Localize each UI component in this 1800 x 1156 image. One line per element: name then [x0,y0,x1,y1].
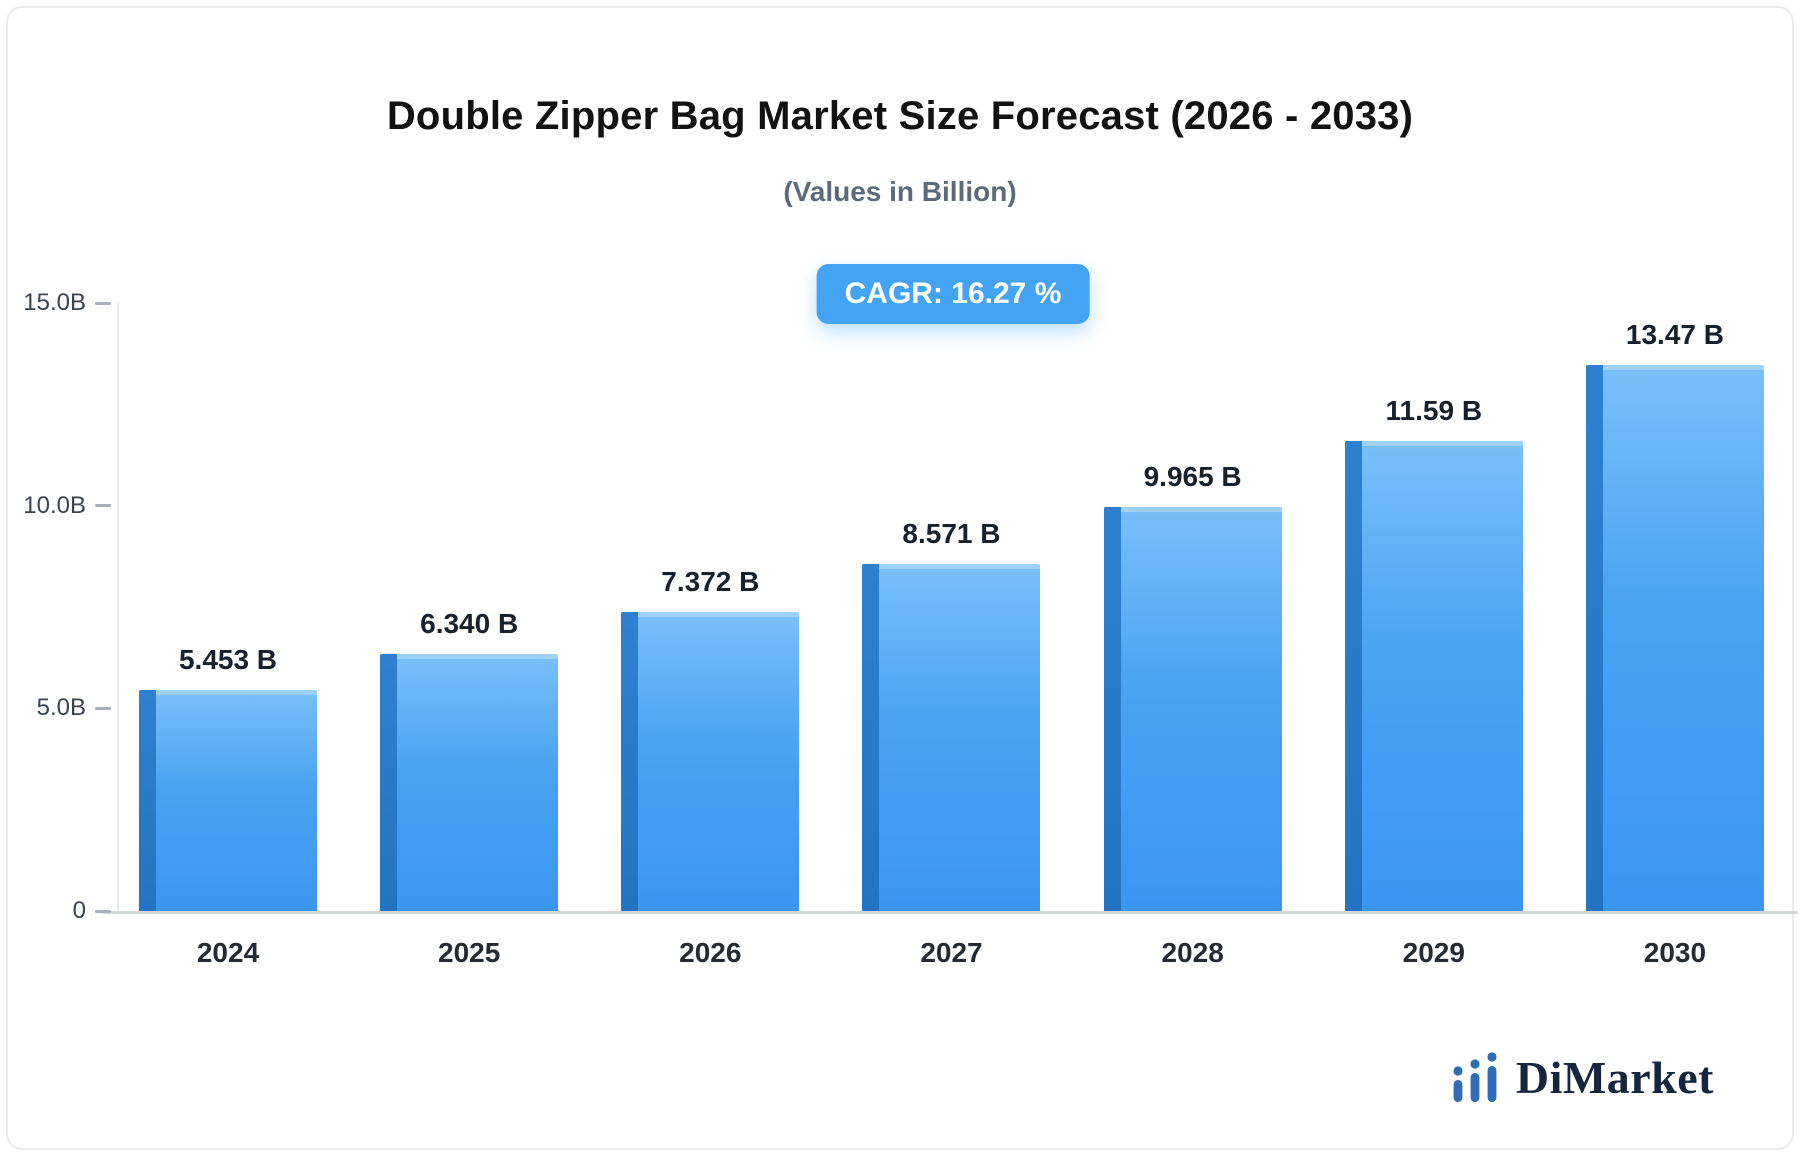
bar-group-2024: 5.453 B 2024 [139,644,317,968]
bar-group-2028: 9.965 B 2028 [1103,461,1282,968]
x-axis-line [103,911,1798,914]
brand-name: DiMarket [1515,1051,1714,1103]
chart-card: Double Zipper Bag Market Size Forecast (… [6,6,1798,1150]
x-axis-label: 2027 [920,937,983,968]
bar-group-2026: 7.372 B 2026 [621,566,800,968]
cagr-badge: CAGR: 16.27 % [816,264,1090,324]
bar-group-2029: 11.59 B 2029 [1344,395,1523,968]
bar-2029: 11.59 B 2029 [1344,395,1523,968]
bar-group-2030: 13.47 B 2030 [1585,319,1764,968]
x-axis-label: 2024 [196,937,260,968]
chart-title: Double Zipper Bag Market Size Forecast (… [386,94,1414,138]
bars-area: 5.453 B 2024 6.340 B 2025 7.372 B 2026 8.571 B… [123,303,1778,968]
y-tick-mark [95,301,111,305]
bar-2026: 7.372 B 2026 [621,566,800,968]
x-axis-label: 2030 [1643,937,1707,968]
y-tick-label: 0 [72,897,86,924]
bar-value-label: 11.59 B [1385,395,1483,427]
y-tick-10.0B: 10.0B [11,492,111,520]
y-tick-mark [95,909,111,913]
bar-group-2025: 6.340 B 2025 [380,608,559,968]
x-axis-label: 2025 [438,937,501,968]
y-tick-label: 10.0B [23,491,86,519]
bar-2028: 9.965 B 2028 [1103,461,1282,968]
y-tick-label: 15.0B [23,289,86,316]
bar-group-2027: 8.571 B 2027 [862,518,1041,968]
mini-bar-chart-icon [1453,1052,1497,1102]
brand-logo: DiMarket [1450,1050,1714,1104]
bar-2030: 13.47 B 2030 [1585,319,1764,968]
bar-value-label: 9.965 B [1143,461,1242,493]
bar-value-label: 13.47 B [1625,319,1724,350]
y-tick-label: 5.0B [36,694,86,722]
bar-chart: 0 5.0B 10.0B 15.0B 5.453 B 2024 6.340 B 2025 7.… [23,289,1798,968]
bar-value-label: 8.571 B [902,517,1001,549]
chart-subtitle: (Values in Billion) [783,176,1017,207]
bar-value-label: 6.340 B [420,608,519,639]
bar-value-label: 5.453 B [178,644,278,675]
x-axis-label: 2026 [679,937,742,968]
y-tick-mark [95,706,111,710]
y-tick-mark [95,504,111,508]
y-axis-line [117,303,119,911]
bar-2024: 5.453 B 2024 [139,644,317,968]
bar-2025: 6.340 B 2025 [380,608,559,968]
bar-2027: 8.571 B 2027 [862,518,1041,968]
x-axis-label: 2028 [1161,937,1224,968]
y-tick-15.0B: 15.0B [11,289,111,317]
y-tick-5.0B: 5.0B [11,694,111,722]
bar-value-label: 7.372 B [661,566,760,598]
y-tick-0: 0 [11,897,111,925]
x-axis-label: 2029 [1402,937,1465,968]
